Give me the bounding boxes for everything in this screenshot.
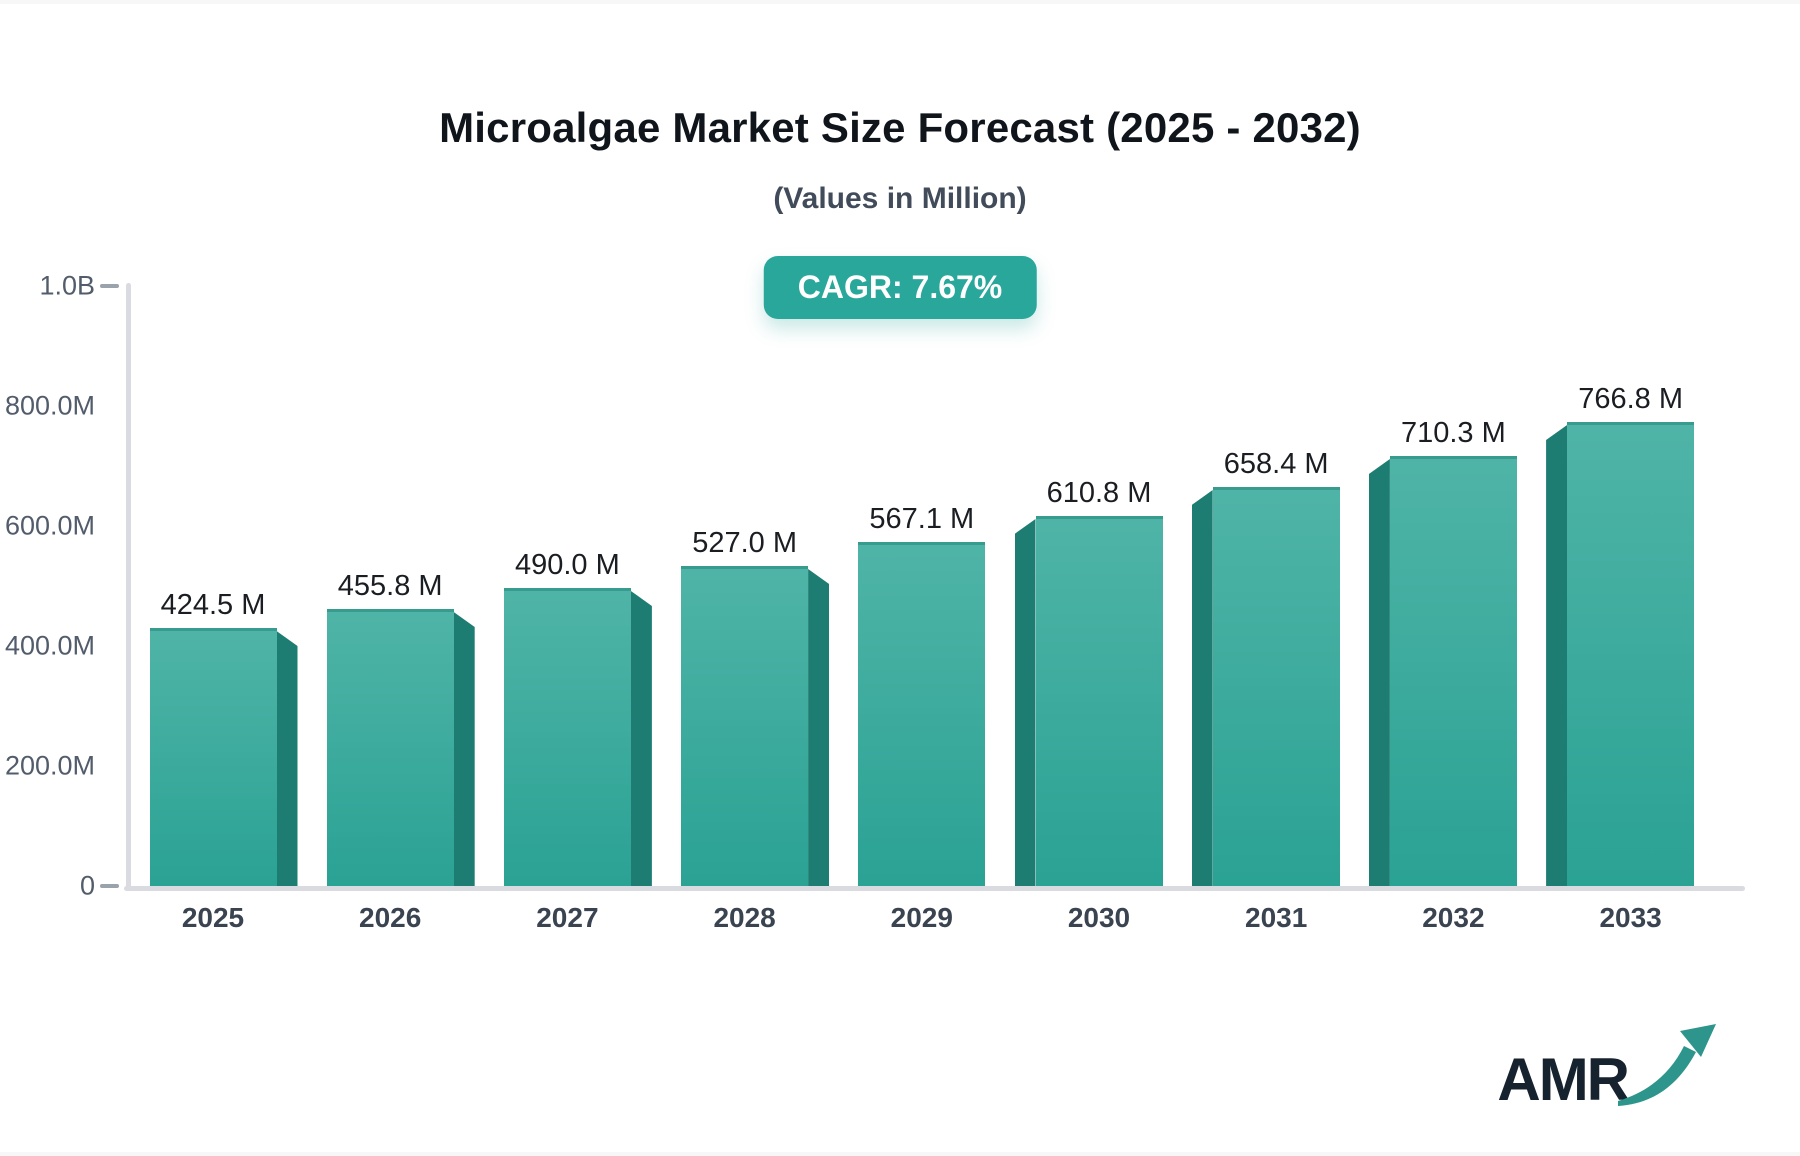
bar-side-face-2025 — [276, 631, 298, 886]
bar-face-2031 — [1212, 487, 1340, 886]
x-tick-label: 2030 — [1067, 902, 1131, 933]
x-tick-label: 2027 — [536, 902, 599, 933]
x-tick-label: 2031 — [1245, 902, 1308, 933]
bar-side-face-2027 — [630, 591, 652, 886]
bar-face-2033 — [1567, 422, 1695, 886]
x-axis-line — [124, 886, 1745, 891]
bar-side-face-2030 — [1014, 519, 1036, 886]
bar-value-label: 766.8 M — [1578, 383, 1683, 415]
y-tick-label: 0 — [79, 870, 95, 901]
bar-side-face-2026 — [453, 612, 475, 886]
bar-value-label: 455.8 M — [337, 570, 443, 602]
bar-value-label: 567.1 M — [869, 503, 975, 535]
cagr-badge-label: CAGR: 7.67% — [797, 269, 1003, 305]
y-tick-dash — [100, 284, 119, 288]
y-tick-dash — [100, 884, 119, 888]
bar-value-label: 610.8 M — [1046, 477, 1152, 509]
page-subtitle: (Values in Million) — [773, 182, 1027, 215]
y-tick-label: 1.0B — [39, 270, 95, 301]
x-tick-label: 2033 — [1599, 902, 1662, 933]
bar-face-2026 — [326, 609, 454, 886]
x-tick-label: 2032 — [1422, 902, 1485, 933]
bar-face-2027 — [503, 588, 631, 886]
y-axis-line — [126, 283, 131, 891]
brand-logo-text: AMR — [1497, 1046, 1630, 1113]
page-title: Microalgae Market Size Forecast (2025 - … — [439, 104, 1361, 151]
bar-value-label: 710.3 M — [1400, 417, 1506, 449]
cagr-badge: CAGR: 7.67% — [763, 256, 1037, 319]
x-tick-label: 2028 — [713, 902, 776, 933]
bar-face-2032 — [1389, 456, 1517, 886]
x-tick-label: 2025 — [181, 902, 245, 933]
x-tick-label: 2029 — [890, 902, 953, 933]
bar-side-face-2031 — [1191, 490, 1213, 886]
brand-logo: AMR — [1497, 1022, 1718, 1110]
bar-side-face-2028 — [808, 569, 830, 886]
growth-arrow-icon — [1618, 1024, 1716, 1106]
bar-face-2025 — [149, 628, 277, 886]
y-tick-label: 600.0M — [4, 510, 95, 541]
y-tick-label: 800.0M — [4, 390, 95, 421]
bar-value-label: 424.5 M — [160, 589, 266, 621]
bar-value-label: 658.4 M — [1223, 448, 1329, 480]
bar-value-label: 490.0 M — [514, 549, 620, 581]
bar-side-face-2032 — [1368, 459, 1390, 886]
x-tick-label: 2026 — [359, 902, 422, 933]
y-tick-label: 200.0M — [4, 750, 95, 781]
bar-face-2029 — [858, 542, 986, 886]
bar-side-face-2033 — [1546, 425, 1568, 886]
bar-value-label: 527.0 M — [692, 527, 797, 559]
y-tick-label: 400.0M — [4, 630, 95, 661]
bar-face-2030 — [1035, 516, 1163, 886]
bar-face-2028 — [681, 566, 809, 886]
